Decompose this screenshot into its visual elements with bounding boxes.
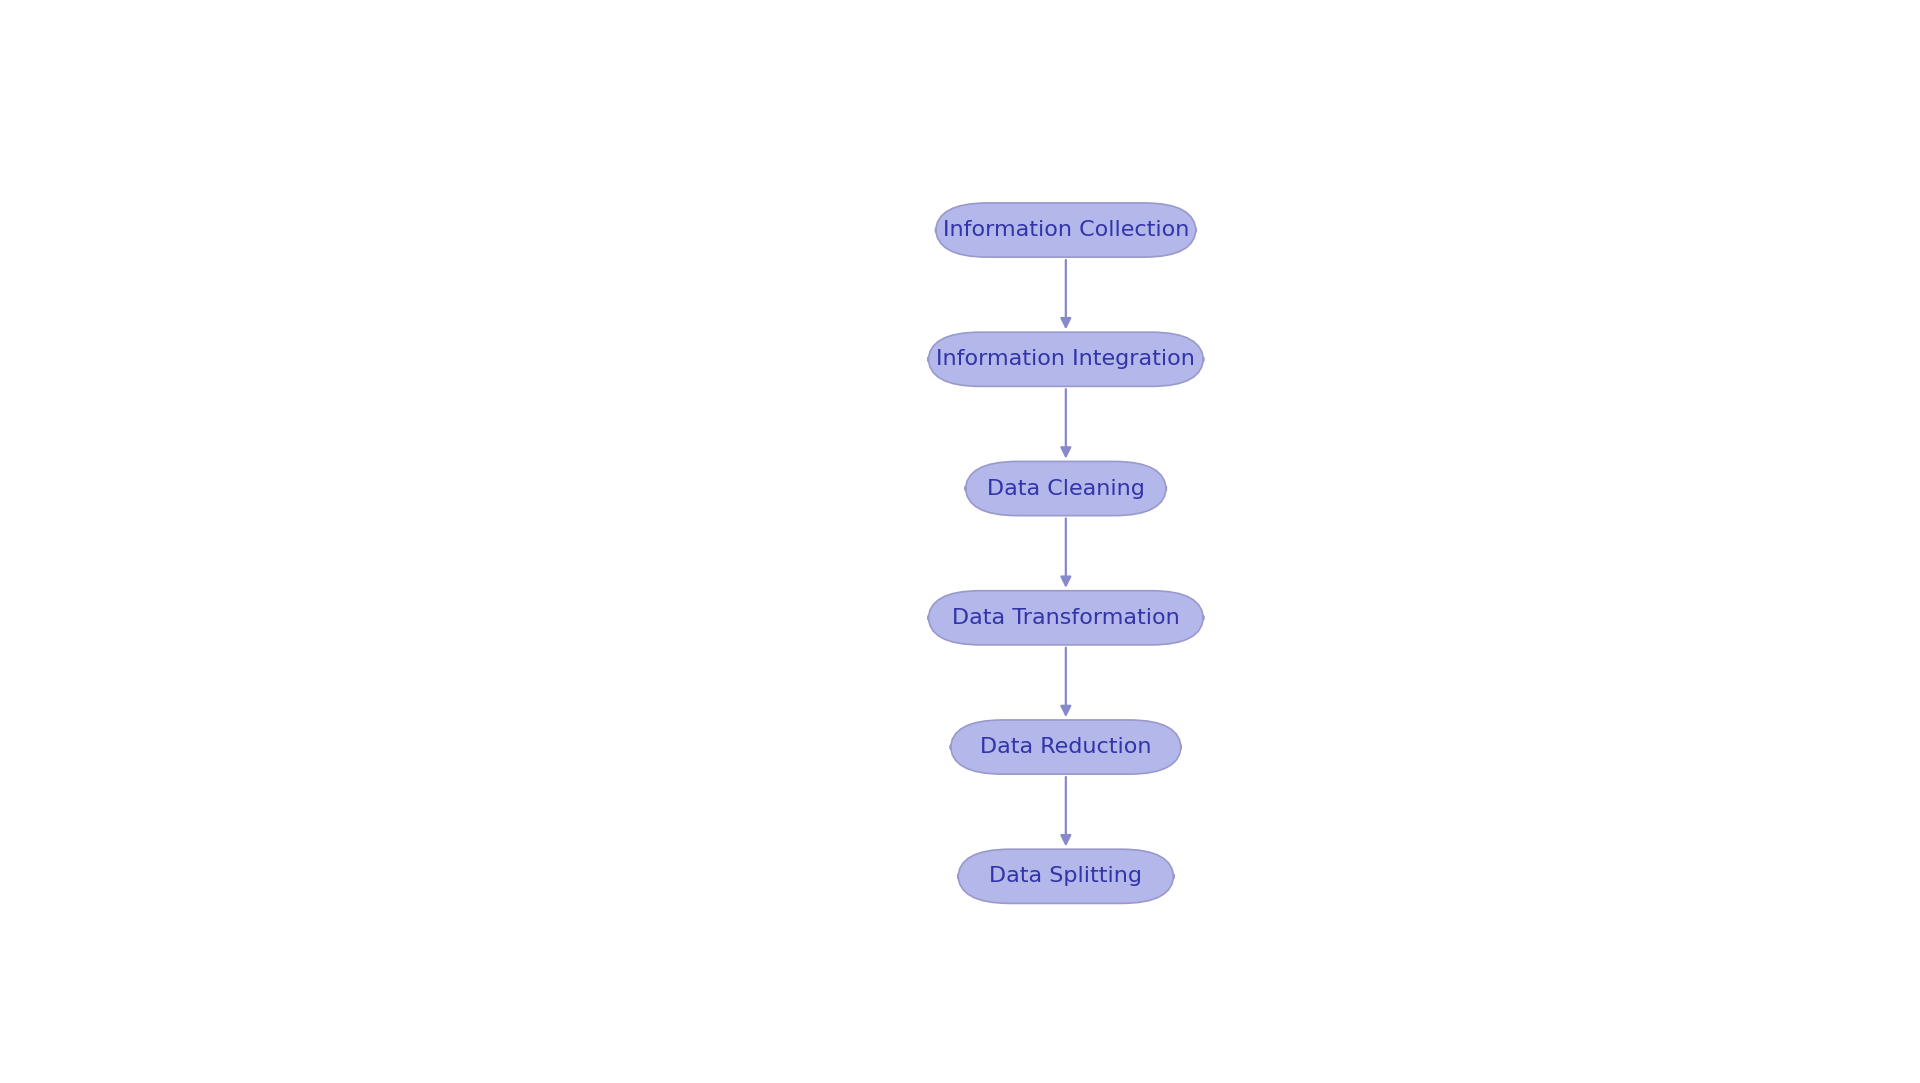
FancyBboxPatch shape [927,590,1204,644]
Text: Information Collection: Information Collection [943,220,1188,240]
Text: Information Integration: Information Integration [937,350,1196,369]
Text: Data Splitting: Data Splitting [989,866,1142,886]
FancyBboxPatch shape [935,203,1196,257]
FancyBboxPatch shape [958,849,1173,903]
FancyBboxPatch shape [950,720,1181,774]
FancyBboxPatch shape [966,461,1165,516]
FancyBboxPatch shape [927,332,1204,387]
Text: Data Cleaning: Data Cleaning [987,479,1144,498]
Text: Data Reduction: Data Reduction [979,738,1152,757]
Text: Data Transformation: Data Transformation [952,608,1179,628]
